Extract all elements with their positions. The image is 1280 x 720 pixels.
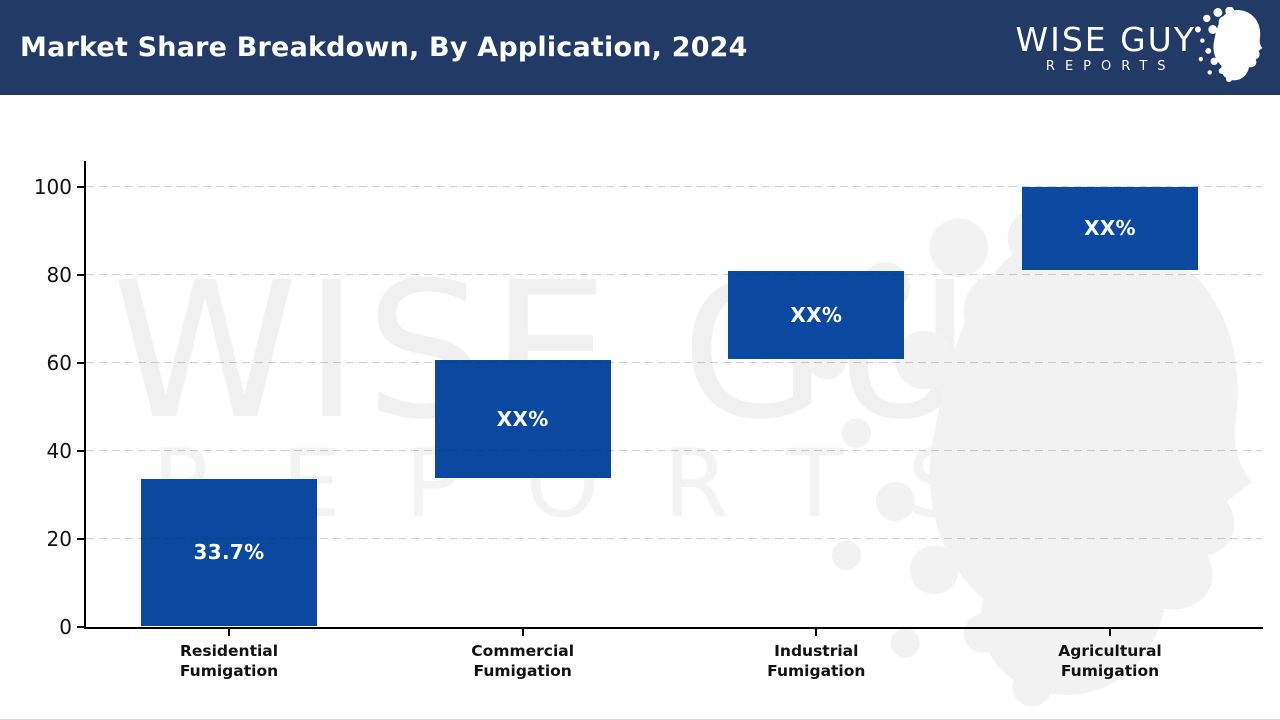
x-tick-label: Commercial Fumigation [423, 641, 623, 681]
brand-logo-text: WISE GUY REPORTS [1015, 23, 1196, 73]
x-tick-mark [228, 629, 230, 636]
x-axis-line [84, 627, 1263, 629]
y-tick-label: 80 [46, 263, 72, 287]
x-tick-label-line: Residential [179, 642, 279, 660]
gridline [86, 274, 1262, 275]
bar-value-label: XX% [1084, 216, 1136, 241]
gridline [86, 186, 1262, 187]
x-tick-label-line: Fumigation [1060, 662, 1160, 681]
bar-segment[interactable]: 33.7% [141, 478, 317, 626]
x-tick-label: Residential Fumigation [129, 641, 329, 681]
x-tick-mark [815, 629, 818, 636]
gridline [86, 362, 1262, 363]
x-tick-mark [1109, 629, 1111, 636]
x-tick-label-line: Agricultural [1058, 642, 1162, 660]
x-tick-label-line: Fumigation [179, 662, 279, 681]
x-tick-mark [521, 629, 524, 636]
x-tick-label-line: Commercial [471, 642, 575, 660]
y-tick-mark [77, 186, 84, 188]
brand-name: WISE GUY [1015, 19, 1196, 59]
bar-value-label: XX% [790, 302, 843, 327]
x-tick-label-line: Fumigation [767, 662, 866, 681]
y-tick-label: 0 [59, 615, 72, 639]
brand-logo: WISE GUY REPORTS [1015, 6, 1266, 89]
header-bar: Market Share Breakdown, By Application, … [0, 0, 1280, 95]
bar-value-label: XX% [496, 406, 549, 431]
y-tick-mark [77, 274, 84, 276]
chart-title: Market Share Breakdown, By Application, … [20, 32, 748, 63]
x-tick-label: Industrial Fumigation [716, 641, 916, 681]
bar-segment[interactable]: XX% [1022, 187, 1198, 270]
y-tick-label: 20 [46, 527, 72, 551]
y-tick-mark [77, 538, 84, 540]
y-tick-label: 100 [33, 175, 72, 199]
gridline [86, 450, 1262, 451]
brand-subname: REPORTS [1045, 58, 1176, 74]
x-tick-label-line: Fumigation [473, 662, 572, 681]
gridline [86, 538, 1262, 539]
bar-segment[interactable]: XX% [434, 359, 611, 478]
bar-value-label: 33.7% [193, 540, 265, 565]
y-tick-mark [77, 362, 84, 364]
y-tick-mark [77, 450, 84, 452]
y-tick-label: 40 [46, 439, 72, 463]
y-tick-label: 60 [46, 351, 72, 375]
y-tick-mark [77, 626, 84, 628]
x-tick-label: Agricultural Fumigation [1010, 641, 1210, 681]
bar-segment[interactable]: XX% [728, 270, 905, 359]
x-tick-label-line: Industrial [774, 642, 859, 660]
y-axis-line [84, 161, 86, 629]
brand-head-icon [1194, 6, 1263, 82]
